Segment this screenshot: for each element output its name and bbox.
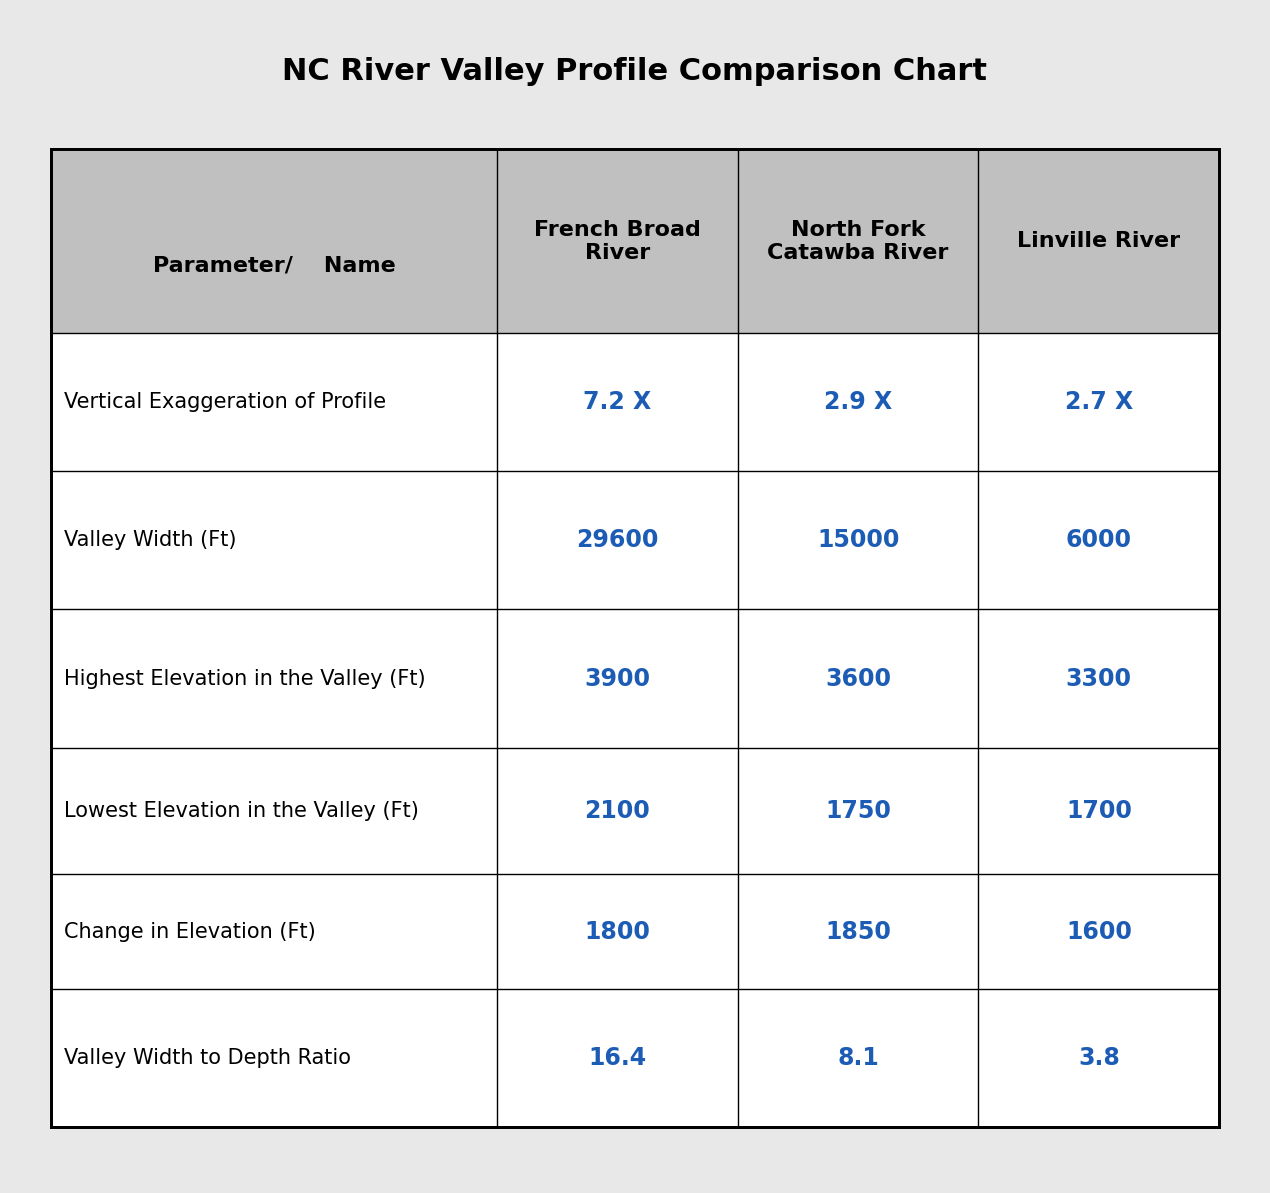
Text: 15000: 15000 <box>817 528 899 552</box>
Text: 2.9 X: 2.9 X <box>824 390 893 414</box>
Text: 3.8: 3.8 <box>1078 1046 1120 1070</box>
Text: 1850: 1850 <box>826 920 892 944</box>
Bar <box>51 149 1219 333</box>
Text: 1600: 1600 <box>1066 920 1132 944</box>
Bar <box>51 989 1219 1127</box>
Text: Valley Width to Depth Ratio: Valley Width to Depth Ratio <box>64 1049 351 1068</box>
Text: 2100: 2100 <box>584 799 650 823</box>
Text: 8.1: 8.1 <box>837 1046 879 1070</box>
Text: 1750: 1750 <box>826 799 892 823</box>
Text: 3300: 3300 <box>1066 667 1132 691</box>
Text: North Fork
Catawba River: North Fork Catawba River <box>767 220 949 262</box>
Text: Highest Elevation in the Valley (Ft): Highest Elevation in the Valley (Ft) <box>64 668 425 688</box>
Bar <box>51 874 1219 989</box>
Bar <box>51 471 1219 610</box>
Text: 1800: 1800 <box>584 920 650 944</box>
Text: 2.7 X: 2.7 X <box>1064 390 1133 414</box>
Text: 7.2 X: 7.2 X <box>583 390 652 414</box>
Bar <box>51 333 1219 471</box>
Text: 6000: 6000 <box>1066 528 1132 552</box>
Text: Change in Elevation (Ft): Change in Elevation (Ft) <box>64 922 315 941</box>
Text: 1700: 1700 <box>1066 799 1132 823</box>
Text: NC River Valley Profile Comparison Chart: NC River Valley Profile Comparison Chart <box>282 57 988 86</box>
Text: Vertical Exaggeration of Profile: Vertical Exaggeration of Profile <box>64 392 386 413</box>
Text: 3900: 3900 <box>584 667 650 691</box>
Text: 16.4: 16.4 <box>588 1046 646 1070</box>
Text: Lowest Elevation in the Valley (Ft): Lowest Elevation in the Valley (Ft) <box>64 801 418 821</box>
Bar <box>51 610 1219 748</box>
Text: Linville River: Linville River <box>1017 231 1180 252</box>
Bar <box>51 748 1219 874</box>
Text: Parameter/    Name: Parameter/ Name <box>152 255 395 276</box>
Text: 29600: 29600 <box>577 528 659 552</box>
Text: Valley Width (Ft): Valley Width (Ft) <box>64 531 236 550</box>
Text: French Broad
River: French Broad River <box>533 220 701 262</box>
Text: 3600: 3600 <box>826 667 892 691</box>
Bar <box>51 149 1219 1127</box>
